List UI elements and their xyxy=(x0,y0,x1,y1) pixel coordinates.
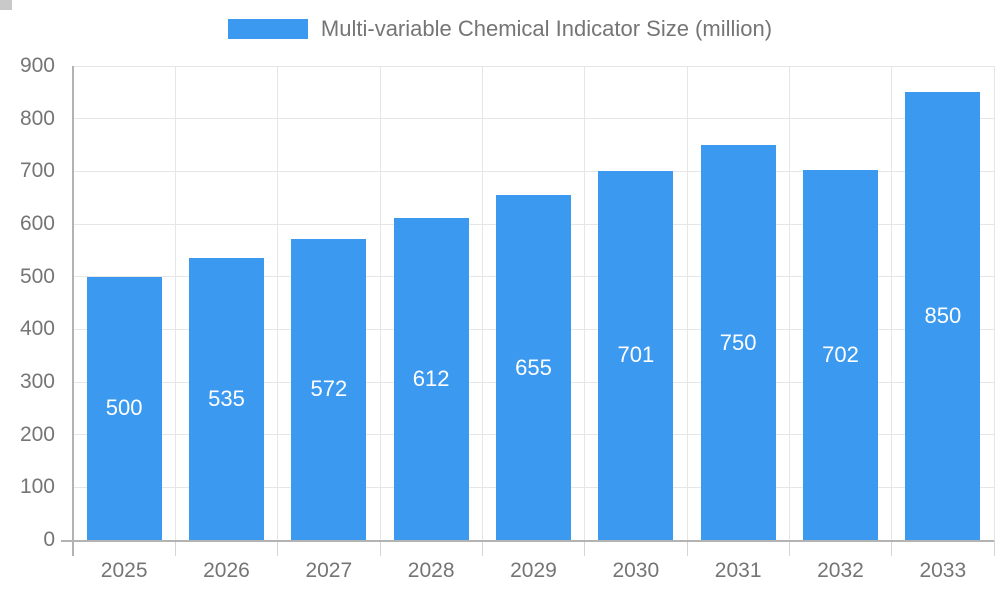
x-axis-label: 2026 xyxy=(203,559,250,582)
bar[interactable]: 701 xyxy=(598,170,674,540)
y-axis-tick xyxy=(0,9,12,10)
y-axis-tick xyxy=(0,3,12,4)
x-axis-label: 2030 xyxy=(612,559,660,582)
x-axis-label: 2033 xyxy=(919,559,967,582)
bar-value-label: 702 xyxy=(822,342,859,368)
y-axis-tick xyxy=(0,5,12,6)
bar-value-label: 655 xyxy=(515,354,552,380)
grid-line-vertical xyxy=(379,66,381,540)
bar[interactable]: 572 xyxy=(291,238,367,540)
bar-value-label: 500 xyxy=(105,395,143,421)
x-axis-tick xyxy=(277,540,279,556)
x-axis-tick xyxy=(584,540,586,556)
grid-line-horizontal xyxy=(73,118,994,120)
y-axis-tick xyxy=(0,8,12,9)
x-axis-tick xyxy=(379,540,381,556)
y-axis-label: 300 xyxy=(19,370,55,393)
y-axis-label: 800 xyxy=(19,106,55,130)
y-axis-tick xyxy=(0,0,12,1)
grid-line-vertical xyxy=(584,66,586,540)
grid-line-vertical xyxy=(174,66,176,540)
y-axis-tick xyxy=(0,2,12,3)
legend-swatch xyxy=(227,19,308,39)
legend[interactable]: Multi-variable Chemical Indicator Size (… xyxy=(0,16,1000,42)
bar[interactable]: 535 xyxy=(189,258,264,540)
y-axis-tick xyxy=(0,1,12,2)
y-axis-tick xyxy=(0,6,12,7)
x-axis-tick xyxy=(174,540,176,556)
y-axis-label: 600 xyxy=(19,212,55,235)
y-axis-label: 100 xyxy=(19,475,55,499)
grid-line-vertical xyxy=(277,66,279,540)
bar[interactable]: 850 xyxy=(905,92,981,540)
x-axis-tick xyxy=(481,540,483,556)
bar-value-label: 850 xyxy=(924,303,962,329)
bar[interactable]: 500 xyxy=(86,276,162,540)
bar[interactable]: 612 xyxy=(393,217,469,540)
bar[interactable]: 655 xyxy=(496,195,571,540)
grid-line-vertical xyxy=(891,66,893,540)
y-axis-label: 200 xyxy=(19,422,55,446)
grid-line-vertical xyxy=(788,66,790,540)
bar-value-label: 612 xyxy=(412,365,450,391)
y-axis-label: 500 xyxy=(19,264,55,288)
bar[interactable]: 750 xyxy=(700,145,776,540)
grid-line-vertical xyxy=(686,66,688,540)
y-axis-label: 900 xyxy=(19,54,55,77)
legend-label: Multi-variable Chemical Indicator Size (… xyxy=(320,16,773,41)
grid-line-vertical xyxy=(481,66,483,540)
y-axis-tick xyxy=(0,4,12,5)
x-axis-label: 2032 xyxy=(817,559,864,582)
grid-line-vertical xyxy=(993,66,995,540)
x-axis-tick xyxy=(686,540,688,556)
x-axis-tick xyxy=(891,540,893,556)
y-axis-tick xyxy=(0,7,12,8)
x-axis-label: 2029 xyxy=(510,559,557,582)
x-axis-tick xyxy=(788,540,790,556)
bar[interactable]: 702 xyxy=(803,170,878,540)
x-axis-label: 2031 xyxy=(714,559,762,582)
grid-line-horizontal xyxy=(73,170,994,172)
grid-line-horizontal xyxy=(73,65,994,67)
x-axis-label: 2028 xyxy=(407,559,455,582)
bar-value-label: 535 xyxy=(208,386,245,412)
x-axis-label: 2027 xyxy=(305,559,353,582)
y-axis-label: 0 xyxy=(43,528,55,551)
x-axis-label: 2025 xyxy=(100,559,148,582)
bar-value-label: 572 xyxy=(310,376,348,402)
y-axis-label: 700 xyxy=(19,159,55,183)
y-axis-label: 400 xyxy=(19,317,55,341)
bar-value-label: 701 xyxy=(617,342,655,368)
x-axis-line xyxy=(61,540,994,542)
x-axis-tick xyxy=(993,540,995,556)
bar-value-label: 750 xyxy=(719,329,757,355)
y-axis-line xyxy=(72,66,74,556)
